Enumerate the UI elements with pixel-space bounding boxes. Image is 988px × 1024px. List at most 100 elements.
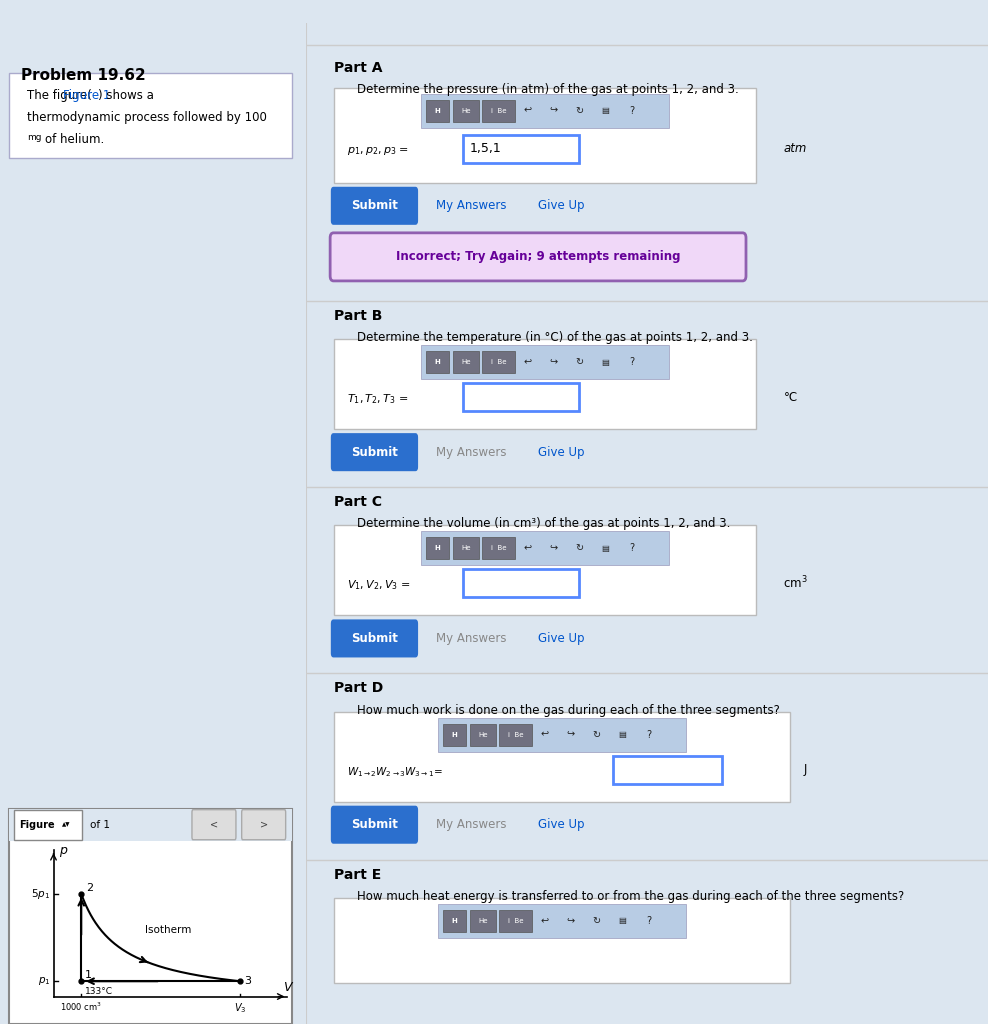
FancyBboxPatch shape — [463, 135, 579, 163]
Text: Part E: Part E — [334, 867, 380, 882]
Text: ?: ? — [629, 357, 634, 367]
Text: He: He — [478, 918, 488, 924]
Text: cm$^3$: cm$^3$ — [783, 575, 808, 592]
Text: H: H — [435, 546, 441, 551]
Text: ?: ? — [646, 915, 651, 926]
Text: ▤: ▤ — [618, 916, 626, 926]
Bar — [453, 538, 479, 559]
Text: Part C: Part C — [334, 496, 381, 509]
Text: How much heat energy is transferred to or from the gas during each of the three : How much heat energy is transferred to o… — [358, 890, 905, 903]
Bar — [426, 538, 450, 559]
FancyBboxPatch shape — [334, 339, 756, 429]
FancyBboxPatch shape — [331, 620, 418, 657]
Bar — [482, 351, 515, 373]
FancyBboxPatch shape — [331, 186, 418, 225]
FancyBboxPatch shape — [9, 809, 292, 1024]
Text: J: J — [804, 763, 807, 776]
Text: Determine the temperature (in °C) of the gas at points 1, 2, and 3.: Determine the temperature (in °C) of the… — [358, 331, 753, 344]
Text: of helium.: of helium. — [44, 133, 104, 145]
Text: ↪: ↪ — [567, 915, 575, 926]
Text: ▤: ▤ — [602, 544, 610, 553]
Text: ) shows a: ) shows a — [98, 89, 154, 101]
Bar — [482, 99, 515, 122]
Text: ↩: ↩ — [524, 357, 532, 367]
Text: 2: 2 — [86, 883, 93, 893]
Bar — [453, 99, 479, 122]
Text: My Answers: My Answers — [436, 445, 506, 459]
Text: Determine the pressure (in atm) of the gas at points 1, 2, and 3.: Determine the pressure (in atm) of the g… — [358, 83, 739, 95]
Text: Determine the volume (in cm³) of the gas at points 1, 2, and 3.: Determine the volume (in cm³) of the gas… — [358, 517, 731, 530]
Bar — [499, 910, 532, 932]
Bar — [453, 351, 479, 373]
Text: Give Up: Give Up — [538, 445, 585, 459]
Text: ▤: ▤ — [602, 106, 610, 115]
Text: Submit: Submit — [351, 818, 398, 831]
Text: $T_1, T_2, T_3$ =: $T_1, T_2, T_3$ = — [347, 392, 408, 406]
FancyBboxPatch shape — [613, 756, 722, 783]
Text: ↩: ↩ — [524, 544, 532, 553]
FancyBboxPatch shape — [421, 345, 669, 379]
Text: of 1: of 1 — [91, 819, 111, 829]
Text: i  Be: i Be — [491, 108, 506, 114]
Text: 3: 3 — [245, 976, 252, 986]
Text: $V_3$: $V_3$ — [233, 1000, 246, 1015]
Bar — [499, 724, 532, 745]
Text: ▲▼: ▲▼ — [62, 822, 70, 827]
Text: H: H — [435, 359, 441, 365]
Bar — [9, 809, 292, 841]
Text: My Answers: My Answers — [436, 632, 506, 645]
Text: He: He — [478, 731, 488, 737]
Text: He: He — [461, 546, 470, 551]
Text: H: H — [452, 731, 457, 737]
Text: thermodynamic process followed by 100: thermodynamic process followed by 100 — [27, 111, 267, 124]
Bar — [426, 351, 450, 373]
Text: 133°C: 133°C — [85, 987, 114, 996]
Bar — [443, 910, 466, 932]
Text: ↪: ↪ — [549, 357, 558, 367]
FancyBboxPatch shape — [334, 712, 790, 802]
Text: $W_{1\to2}W_{2\to3}W_{3\to1}$=: $W_{1\to2}W_{2\to3}W_{3\to1}$= — [347, 765, 443, 778]
Text: Figure 1: Figure 1 — [63, 89, 111, 101]
Text: Isotherm: Isotherm — [144, 925, 191, 935]
Text: ↩: ↩ — [524, 105, 532, 116]
Text: ↪: ↪ — [549, 544, 558, 553]
FancyBboxPatch shape — [421, 93, 669, 128]
Text: 1,5,1: 1,5,1 — [470, 142, 502, 156]
Text: ↪: ↪ — [549, 105, 558, 116]
Text: ↪: ↪ — [567, 729, 575, 739]
FancyBboxPatch shape — [330, 232, 746, 281]
FancyBboxPatch shape — [438, 904, 686, 938]
Text: ↻: ↻ — [593, 915, 601, 926]
Text: ▤: ▤ — [602, 357, 610, 367]
Text: Problem 19.62: Problem 19.62 — [21, 68, 146, 83]
FancyBboxPatch shape — [334, 525, 756, 615]
Bar — [470, 910, 496, 932]
Text: mg: mg — [27, 133, 41, 141]
Text: 1: 1 — [85, 970, 92, 980]
Text: ↻: ↻ — [576, 544, 584, 553]
Text: i  Be: i Be — [508, 731, 524, 737]
FancyBboxPatch shape — [192, 810, 236, 840]
Text: Incorrect; Try Again; 9 attempts remaining: Incorrect; Try Again; 9 attempts remaini… — [396, 251, 681, 263]
Text: $V_1, V_2, V_3$ =: $V_1, V_2, V_3$ = — [347, 579, 411, 592]
FancyBboxPatch shape — [15, 810, 82, 840]
Text: ?: ? — [646, 729, 651, 739]
Text: Figure: Figure — [20, 819, 55, 829]
FancyBboxPatch shape — [334, 898, 790, 983]
Text: $5p_1$: $5p_1$ — [32, 887, 50, 901]
Text: My Answers: My Answers — [436, 200, 506, 212]
Text: >: > — [260, 819, 268, 829]
Text: 1000 cm$^3$: 1000 cm$^3$ — [60, 1000, 103, 1014]
Text: He: He — [461, 359, 470, 365]
Text: i  Be: i Be — [491, 359, 506, 365]
Text: i  Be: i Be — [508, 918, 524, 924]
Text: Submit: Submit — [351, 445, 398, 459]
Bar — [470, 724, 496, 745]
FancyBboxPatch shape — [421, 531, 669, 565]
Text: Part B: Part B — [334, 309, 382, 323]
Text: Submit: Submit — [351, 632, 398, 645]
FancyBboxPatch shape — [9, 73, 292, 158]
Text: ?: ? — [629, 544, 634, 553]
FancyBboxPatch shape — [438, 718, 686, 752]
Text: Give Up: Give Up — [538, 200, 585, 212]
